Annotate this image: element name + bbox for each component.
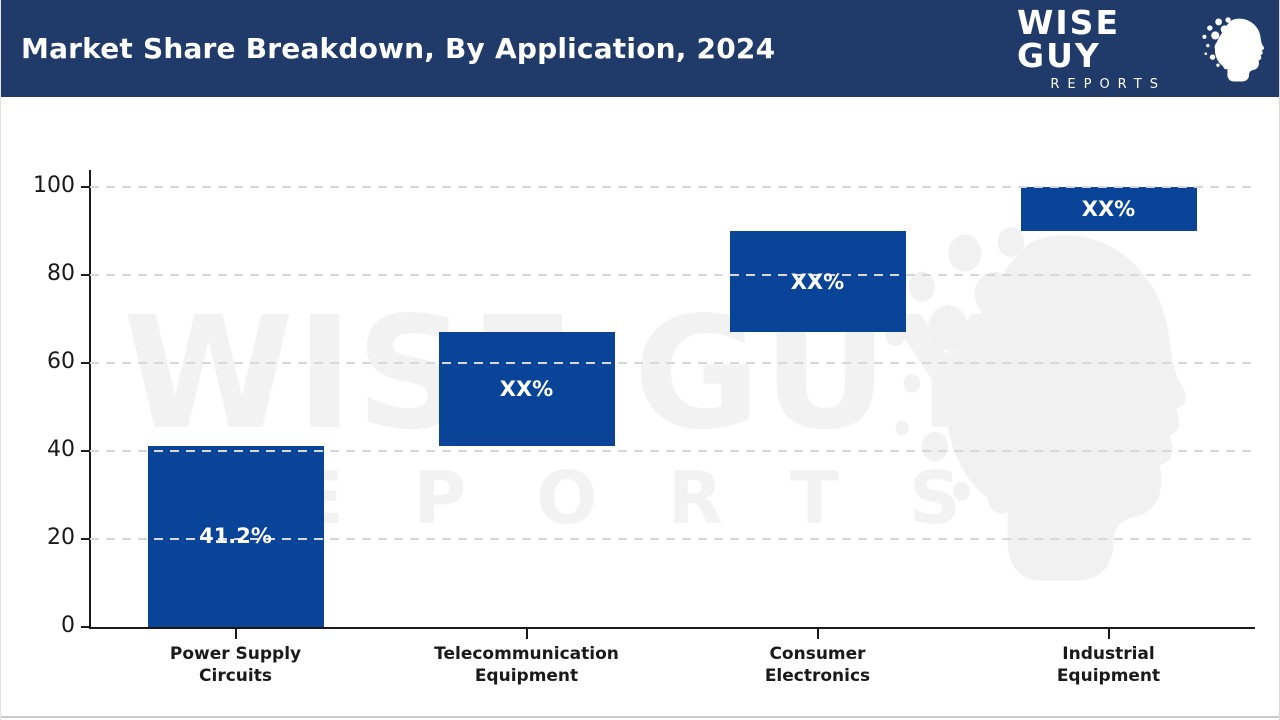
x-category-label: Industrial Equipment: [959, 643, 1259, 687]
bar-value-label: XX%: [790, 269, 845, 294]
x-tick: [234, 629, 237, 639]
x-category-label-line: Electronics: [764, 666, 871, 687]
y-tick-label: 80: [47, 261, 75, 286]
x-category-label-line: Consumer: [769, 644, 866, 664]
x-category-label-line: Circuits: [199, 666, 272, 687]
bar-value-label: XX%: [1081, 197, 1136, 221]
x-category-label: Power Supply Circuits: [86, 643, 386, 687]
x-category-label-line: Equipment: [474, 666, 579, 687]
x-category-label-line: Equipment: [1056, 666, 1161, 687]
gridline: [90, 362, 1254, 364]
watermark-face-icon: [885, 227, 1186, 581]
y-tick-label: 40: [47, 437, 75, 462]
logo-wordmark: WISE GUY: [1017, 3, 1120, 75]
gridline: [90, 186, 1254, 188]
y-axis-line: [89, 170, 91, 629]
x-category-label: Telecommunication Equipment: [377, 643, 677, 687]
y-tick-label: 0: [61, 613, 75, 638]
y-tick-label: 60: [47, 349, 75, 374]
page-title: Market Share Breakdown, By Application, …: [21, 32, 776, 65]
logo-face-icon: [1202, 17, 1265, 82]
y-tick-label: 20: [47, 525, 75, 550]
y-tick: [81, 450, 90, 452]
y-tick: [81, 274, 90, 276]
x-category-label: Consumer Electronics: [668, 643, 968, 687]
x-category-label-line: Power Supply: [169, 644, 302, 664]
bar: [147, 445, 324, 627]
x-tick: [1107, 629, 1110, 639]
y-tick: [81, 186, 90, 188]
x-category-label-line: Telecommunication: [434, 644, 619, 664]
figure-bottom-border: [1, 716, 1279, 718]
y-tick-label: 100: [33, 173, 75, 198]
y-tick: [81, 626, 90, 628]
bar-value-label: 41.2%: [199, 524, 272, 549]
x-tick: [816, 629, 819, 639]
x-axis-line: [89, 627, 1255, 629]
bar-value-label: XX%: [499, 376, 554, 401]
gridline: [90, 450, 1254, 452]
logo-subtitle: REPORTS: [1050, 77, 1166, 92]
x-tick: [525, 629, 528, 639]
x-category-label-line: Industrial: [1062, 644, 1155, 664]
plot-area: 0 20 40 60 80 100 41.2% Power Supply Circuits XX%…: [1, 97, 1279, 717]
gridline: [90, 274, 1254, 276]
bar: [729, 231, 906, 333]
y-tick: [81, 538, 90, 540]
gridline: [90, 538, 1254, 540]
bar: [1020, 187, 1197, 231]
bar: [438, 332, 615, 446]
logo-text: WISE GUY REPORTS: [1017, 6, 1195, 92]
header-band: Market Share Breakdown, By Application, …: [1, 0, 1279, 97]
wise-guy-reports-logo: WISE GUY REPORTS: [1017, 6, 1267, 92]
y-tick: [81, 362, 90, 364]
